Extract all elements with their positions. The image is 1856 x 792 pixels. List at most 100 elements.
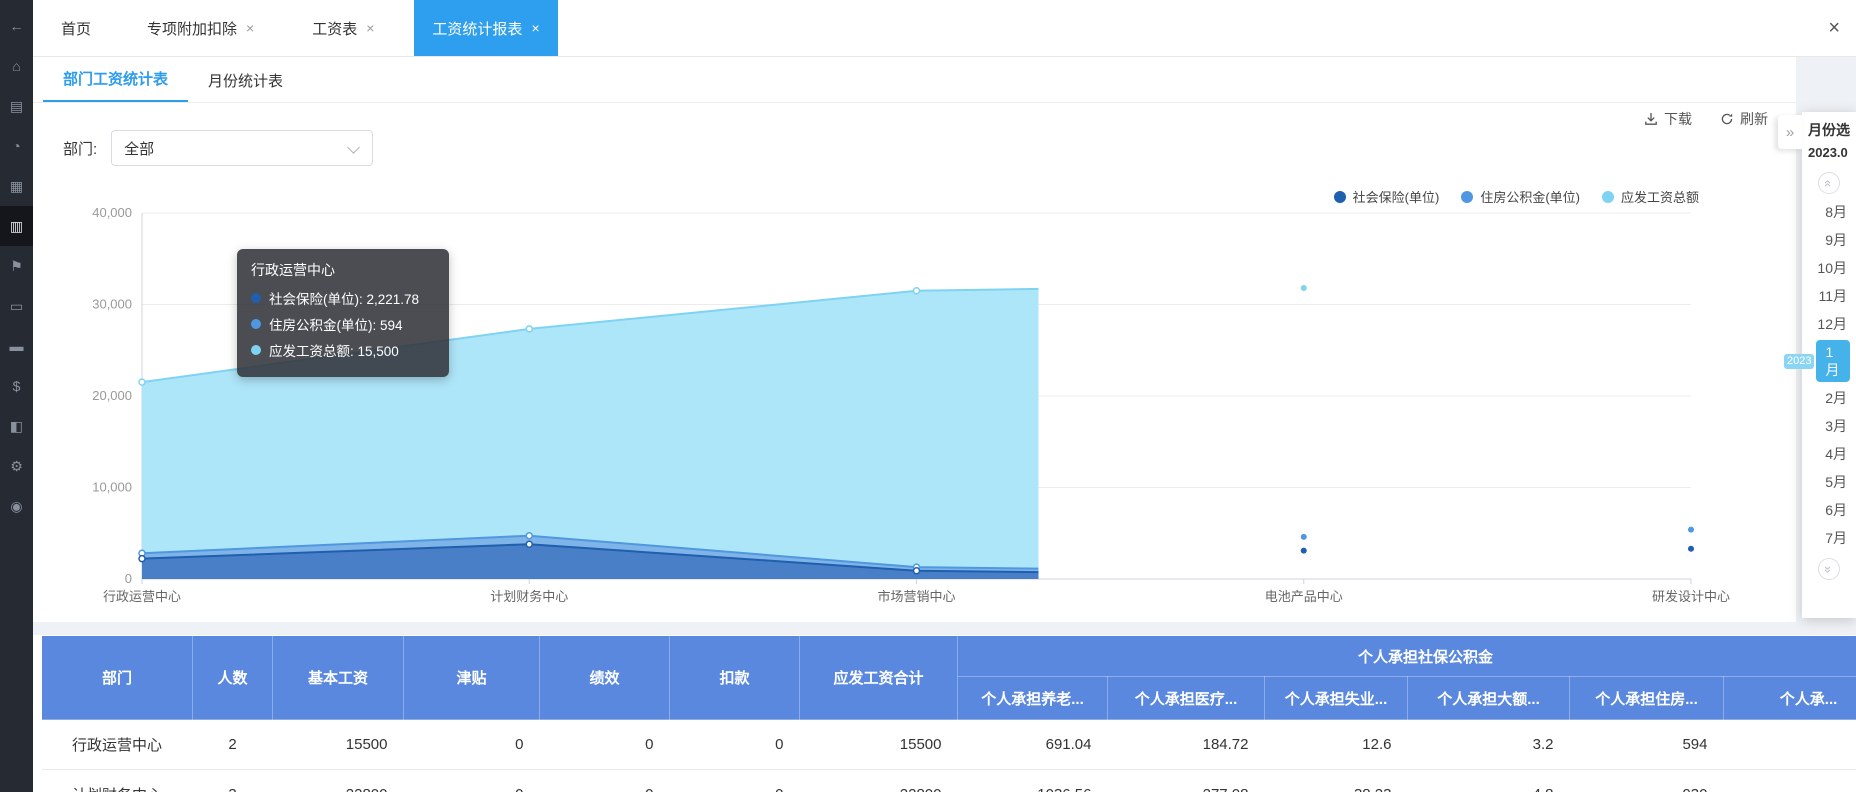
month-item-5[interactable]: 12月 [1817,316,1847,332]
tooltip-row-text: 应发工资总额: 15,500 [269,344,399,359]
value-cell: 0 [539,769,670,792]
home-icon[interactable]: ⌂ [12,58,21,74]
chevron-down-icon [347,141,361,154]
back-icon[interactable]: ← [9,18,24,34]
report-icon[interactable]: ▦ [9,177,24,194]
close-tab-icon[interactable]: × [246,20,255,36]
value-cell: 594 [1569,719,1724,770]
app-sidebar: ← ⌂ ▤ ◔ ▦ ▥ ⚑ ▭ ▬ $ ◧ ⚙ ◉ [0,0,33,792]
month-item-3[interactable]: 10月 [1817,260,1847,276]
tab-special-deduction[interactable]: 专项附加扣除 × [129,0,272,56]
bookmark-icon[interactable]: ⚑ [10,257,23,274]
chart-icon[interactable]: ◧ [9,417,24,434]
refresh-label: 刷新 [1740,111,1768,127]
x-category-label: 行政运营中心 [103,589,181,604]
tab-salary-sheet[interactable]: 工资表 × [294,0,392,56]
ledger-icon[interactable]: ▥ [0,206,33,246]
scroll-down-button[interactable]: » [1818,558,1840,580]
legend-dot-icon [1333,190,1346,203]
month-panel-year: 2023.0 [1808,145,1848,160]
value-cell: 691.04 [957,719,1108,770]
card-icon[interactable]: ▬ [9,338,24,354]
data-point [1300,533,1307,540]
month-item-8[interactable]: 3月 [1825,418,1847,434]
doc-icon[interactable]: ▭ [9,297,24,314]
tooltip-series-dot-icon [251,319,261,329]
legend-item[interactable]: 住房公积金(单位) [1461,187,1580,206]
tab-label: 专项附加扣除 [147,20,238,38]
money-icon[interactable]: $ [12,378,21,394]
legend-label: 住房公积金(单位) [1480,190,1580,205]
chevrons-down-icon: » [1821,565,1837,573]
chart-toolbar: 下载 刷新 [1644,109,1768,129]
close-tab-icon[interactable]: × [366,20,375,36]
sub-column-header: 个人承担失业... [1264,676,1408,720]
download-button[interactable]: 下载 [1644,109,1692,129]
report-subtabs: 部门工资统计表 月份统计表 [33,57,1796,103]
vertex-marker [525,540,533,548]
tab-salary-report[interactable]: 工资统计报表 × [414,0,558,56]
month-item-9[interactable]: 4月 [1825,446,1847,462]
column-header: 绩效 [539,635,670,720]
sub-column-header: 个人承担大额... [1407,676,1570,720]
month-item-12[interactable]: 7月 [1825,530,1847,546]
y-tick-label: 20,000 [92,388,132,403]
group-column-header: 个人承担社保公积金 [956,635,1856,677]
value-cell [1723,769,1856,792]
scroll-up-button[interactable]: « [1818,172,1840,194]
month-item-selected[interactable]: 2023 1月 [1784,340,1850,382]
value-cell: 184.72 [1107,719,1265,770]
value-cell: 0 [403,769,540,792]
month-selector-panel: » 月份选 2023.0 « 8月 9月 10月 11月 12月 2023 1月 2月 3月 4月… [1778,112,1856,618]
chart-legend: 社会保险(单位) 住房公积金(单位) 应发工资总额 [1333,187,1699,206]
subtab-month-stats[interactable]: 月份统计表 [208,73,284,90]
close-all-tabs-icon[interactable]: × [1828,17,1840,39]
month-item-1[interactable]: 8月 [1825,204,1847,220]
department-filter-label: 部门: [63,140,98,158]
value-cell: 15500 [272,719,404,770]
column-header: 基本工资 [272,635,404,720]
collapse-panel-icon[interactable]: » [1778,115,1802,149]
column-header: 扣款 [669,635,800,720]
month-item-2[interactable]: 9月 [1825,232,1847,248]
value-cell: 1036.56 [957,769,1108,792]
sub-column-header: 个人承担住房... [1569,676,1724,720]
data-point [1688,526,1694,533]
salary-area-chart[interactable]: 0 10,000 20,000 30,000 40,000 行政运营中心 计划财务中心 市场营… [33,189,1796,622]
department-cell: 计划财务中心 [41,769,193,792]
vertex-marker [912,287,921,295]
month-item-7[interactable]: 2月 [1825,390,1847,406]
tooltip-row: 应发工资总额: 15,500 [251,340,435,360]
close-tab-icon[interactable]: × [531,20,540,36]
tooltip-row: 住房公积金(单位): 594 [251,314,435,334]
user-icon[interactable]: ◉ [10,497,23,514]
value-cell: 0 [669,769,800,792]
value-cell [1723,719,1856,770]
value-cell: 3 [192,769,273,792]
department-select[interactable]: 全部 [111,130,374,166]
refresh-button[interactable]: 刷新 [1720,109,1768,129]
month-item-4[interactable]: 11月 [1818,288,1847,304]
tooltip-row-text: 住房公积金(单位): 594 [269,318,403,333]
sub-column-header: 个人承... [1722,676,1856,720]
legend-label: 应发工资总额 [1620,190,1699,205]
value-cell: 0 [539,719,670,770]
vertex-marker [138,378,146,386]
legend-item[interactable]: 社会保险(单位) [1333,187,1439,206]
series-line-1 [141,534,1039,570]
month-item-11[interactable]: 6月 [1825,502,1847,518]
value-cell: 2 [192,719,273,770]
invoice-icon[interactable]: ▤ [9,97,24,114]
x-category-label: 电池产品中心 [1265,589,1343,604]
settings-icon[interactable]: ⚙ [10,457,23,474]
tab-home[interactable]: 首页 [61,20,92,38]
value-cell: 0 [403,719,540,770]
month-panel-title: 月份选 [1808,122,1850,138]
area-band-0 [142,544,1039,579]
clock-icon[interactable]: ◔ [12,138,21,154]
legend-item[interactable]: 应发工资总额 [1601,187,1699,206]
x-category-label: 研发设计中心 [1652,589,1730,604]
subtab-department-salary[interactable]: 部门工资统计表 [43,55,189,102]
tooltip-series-dot-icon [251,345,261,355]
month-item-10[interactable]: 5月 [1825,474,1847,490]
